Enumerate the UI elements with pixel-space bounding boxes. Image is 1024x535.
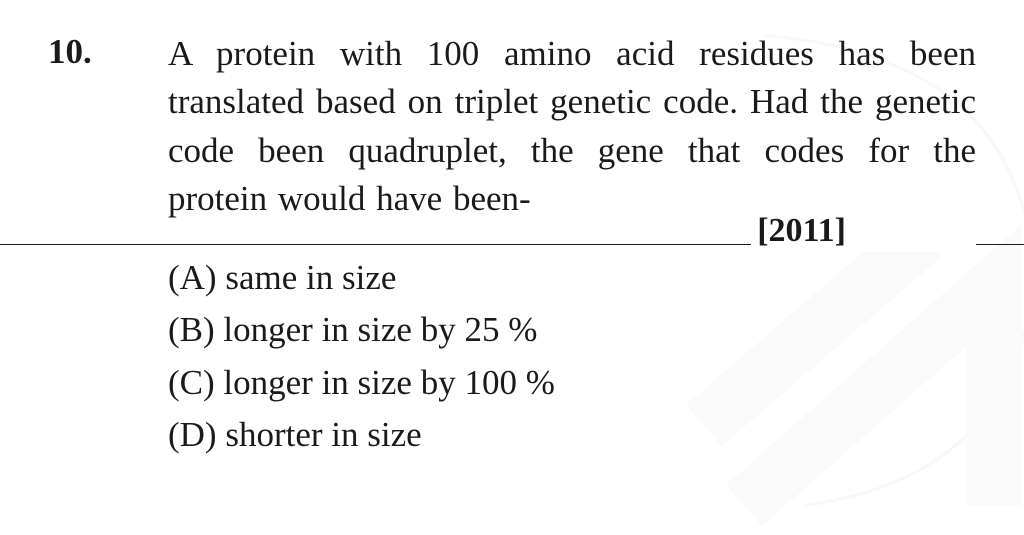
- question-number: 10.: [48, 30, 168, 72]
- options-list: (A) same in size (B) longer in size by 2…: [168, 252, 976, 462]
- question-year: [2011]: [751, 211, 976, 252]
- option-b: (B) longer in size by 25 %: [168, 304, 976, 357]
- question-body: A protein with 100 amino acid residues h…: [168, 30, 976, 223]
- question-text: A protein with 100 amino acid residues h…: [168, 30, 976, 223]
- option-d: (D) shorter in size: [168, 409, 976, 462]
- option-c: (C) longer in size by 100 %: [168, 357, 976, 410]
- option-a: (A) same in size: [168, 252, 976, 305]
- question-block: 10. A protein with 100 amino acid residu…: [0, 0, 1024, 223]
- question-row: 10. A protein with 100 amino acid residu…: [48, 30, 976, 223]
